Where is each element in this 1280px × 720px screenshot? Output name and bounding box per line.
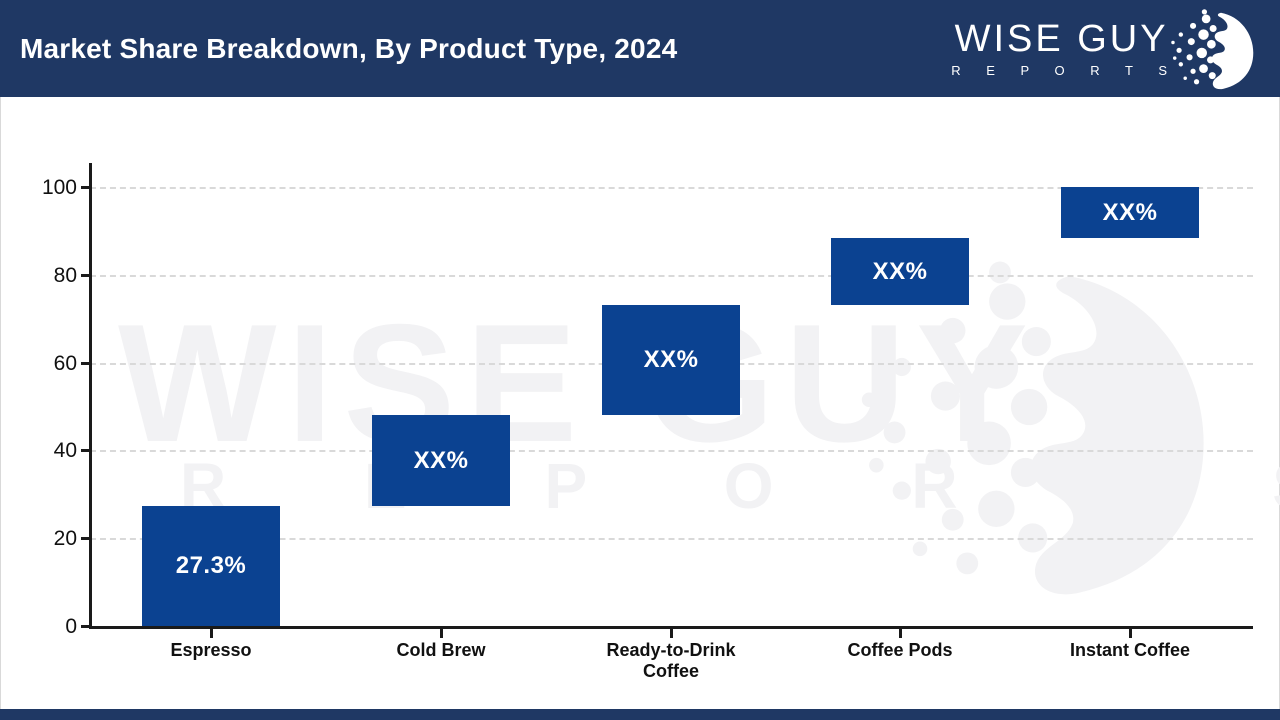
category-label: Cold Brew	[331, 640, 551, 661]
category-label-line: Ready-to-Drink	[606, 640, 736, 660]
category-label: Ready-to-Drink Coffee	[561, 640, 781, 682]
category-label-line: Espresso	[170, 640, 252, 660]
y-axis-tick-label: 100	[41, 176, 77, 199]
bar-value-label: XX%	[872, 257, 928, 285]
bar-value-label: 27.3%	[175, 552, 247, 579]
y-axis-tick-label: 40	[53, 439, 77, 462]
bar-instant-coffee: XX%	[1061, 187, 1199, 238]
y-axis-tick-mark	[81, 362, 90, 365]
gridline-100	[90, 187, 1253, 189]
watermark-wordmark: WISE GUY	[118, 289, 1039, 477]
gridline-40	[90, 450, 1253, 452]
bar-ready-to-drink-coffee: XX%	[602, 305, 740, 415]
category-label-line: Coffee	[642, 661, 699, 681]
bar-value-label: XX%	[1102, 198, 1158, 226]
y-axis-tick-mark	[81, 186, 90, 189]
y-axis-tick-label: 20	[53, 527, 77, 550]
x-axis-tick-mark	[440, 629, 443, 638]
y-axis-tick-mark	[81, 625, 90, 628]
gridline-80	[90, 275, 1253, 277]
bar-espresso: 27.3%	[142, 506, 280, 626]
bar-value-label: XX%	[643, 346, 699, 373]
bar-cold-brew: XX%	[372, 415, 510, 506]
watermark-face-icon	[861, 261, 1204, 595]
gridline-20	[90, 538, 1253, 540]
category-label: Espresso	[101, 640, 321, 661]
category-label: Instant Coffee	[1020, 640, 1240, 661]
bar-value-label: XX%	[413, 446, 469, 474]
y-axis-tick-label: 60	[53, 352, 77, 375]
y-axis-tick-label: 80	[53, 264, 77, 287]
page-title: Market Share Breakdown, By Product Type,…	[20, 32, 678, 64]
wise-guy-reports-logo: WISE GUY R E P O R T S	[945, 5, 1262, 93]
dotted-face-icon	[1171, 8, 1254, 89]
logo-subtitle: R E P O R T S	[951, 62, 1178, 78]
y-axis-tick-mark	[81, 274, 90, 277]
footer-bar	[0, 709, 1280, 720]
x-axis-tick-mark	[210, 629, 213, 638]
logo-wordmark: WISE GUY	[954, 17, 1169, 60]
x-axis-tick-mark	[670, 629, 673, 638]
header-bar: Market Share Breakdown, By Product Type,…	[0, 0, 1280, 97]
y-axis-tick-mark	[81, 449, 90, 452]
x-axis-line	[89, 626, 1253, 629]
x-axis-tick-mark	[899, 629, 902, 638]
logo-text: WISE GUY R E P O R T S	[945, 20, 1178, 78]
x-axis-tick-mark	[1129, 629, 1132, 638]
category-label-line: Coffee Pods	[847, 640, 953, 660]
bar-coffee-pods: XX%	[831, 238, 969, 305]
y-axis-tick-mark	[81, 537, 90, 540]
y-axis-tick-label: 0	[65, 615, 77, 638]
category-label-line: Cold Brew	[396, 640, 486, 660]
category-label-line: Instant Coffee	[1069, 640, 1190, 660]
y-axis-line	[89, 163, 92, 629]
category-label: Coffee Pods	[790, 640, 1010, 661]
watermark-layer: WISE GUY R E P O R T S	[0, 97, 1280, 710]
